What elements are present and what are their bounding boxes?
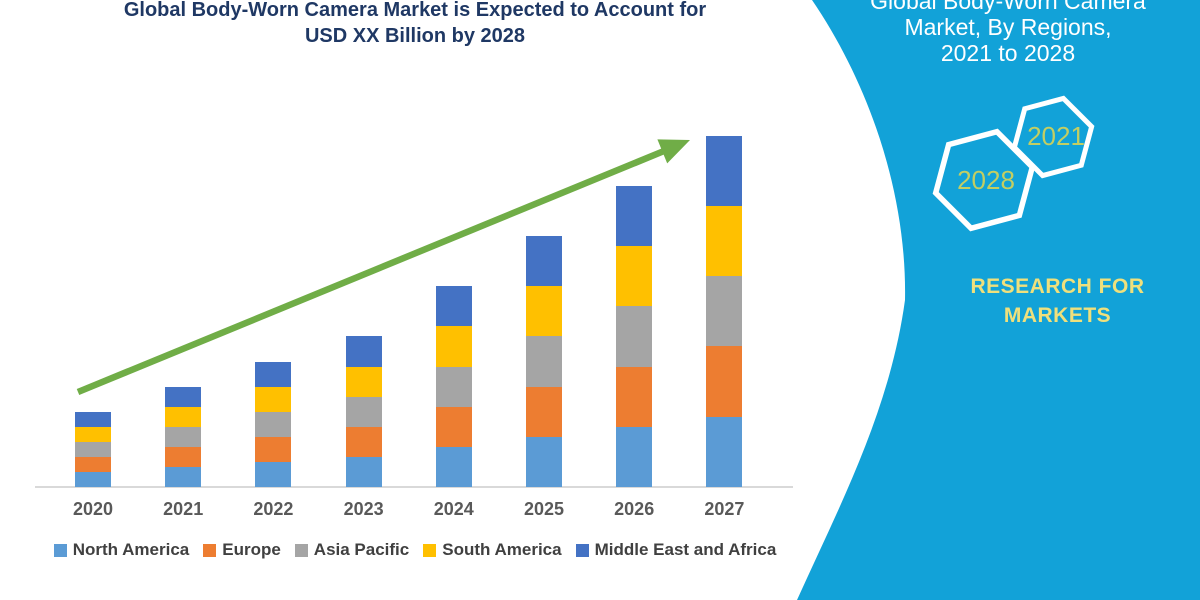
legend-label-asia-pacific: Asia Pacific xyxy=(313,540,410,559)
bar-2020 xyxy=(75,411,111,487)
legend-item-north-america: North America xyxy=(53,540,190,560)
bar-segment-south-america xyxy=(165,406,202,427)
bar-segment-asia-pacific xyxy=(75,441,111,457)
bar-segment-europe xyxy=(616,366,653,427)
legend-item-europe: Europe xyxy=(203,540,281,560)
bar-segment-europe xyxy=(706,346,743,417)
bar-segment-middle-east-and-africa xyxy=(165,386,202,407)
bar-segment-asia-pacific xyxy=(616,306,653,367)
chart-title-line1: Global Body-Worn Camera Market is Expect… xyxy=(123,0,707,21)
bar-segment-middle-east-and-africa xyxy=(526,236,562,287)
x-axis-label-2025: 2025 xyxy=(523,499,565,519)
bar-segment-north-america xyxy=(255,461,292,487)
chart-title-line2: USD XX Billion by 2028 xyxy=(304,25,526,47)
bar-segment-middle-east-and-africa xyxy=(345,336,382,367)
bar-segment-south-america xyxy=(75,426,111,442)
bar-segment-middle-east-and-africa xyxy=(435,286,472,327)
trend-arrow-head xyxy=(657,139,690,164)
legend-item-south-america: South America xyxy=(423,540,562,560)
brand-line1: RESEARCH FOR xyxy=(970,275,1145,298)
x-axis-label-2021: 2021 xyxy=(163,499,204,519)
legend-item-asia-pacific: Asia Pacific xyxy=(294,540,410,560)
bar-segment-europe xyxy=(165,446,202,467)
brand-text: RESEARCH FOR MARKETS xyxy=(945,272,1170,330)
chart-title: Global Body-Worn Camera Market is Expect… xyxy=(0,0,830,49)
legend-marker-middle-east-and-africa xyxy=(575,543,589,557)
x-axis-label-2026: 2026 xyxy=(614,499,655,519)
bar-segment-north-america xyxy=(75,471,111,487)
bar-2027 xyxy=(706,135,743,487)
bar-segment-asia-pacific xyxy=(345,396,382,427)
x-axis-label-2020: 2020 xyxy=(72,499,114,519)
legend-label-europe: Europe xyxy=(222,540,281,559)
bar-2024 xyxy=(435,286,472,487)
bar-segment-south-america xyxy=(616,246,653,307)
bar-segment-middle-east-and-africa xyxy=(616,185,653,247)
bar-segment-south-america xyxy=(706,205,743,277)
x-axis-label-2023: 2023 xyxy=(343,499,384,519)
bar-segment-europe xyxy=(255,436,292,462)
bar-2026 xyxy=(616,185,653,487)
hexagon-2028-label: 2028 xyxy=(957,165,1015,195)
sidebar-title-line3: 2021 to 2028 xyxy=(940,40,1076,66)
bar-segment-south-america xyxy=(435,326,472,367)
bar-2025 xyxy=(526,236,562,487)
bar-2021 xyxy=(165,386,202,487)
bar-2023 xyxy=(345,336,382,487)
bar-segment-south-america xyxy=(345,366,382,397)
bar-segment-europe xyxy=(345,426,382,457)
bar-segment-north-america xyxy=(526,436,562,487)
x-axis-label-2027: 2027 xyxy=(704,499,745,519)
bar-segment-north-america xyxy=(165,466,202,487)
bar-segment-middle-east-and-africa xyxy=(255,361,292,387)
bar-segment-asia-pacific xyxy=(526,336,562,387)
stacked-bar-chart: 2020 2021 2022 2023 2024 2025 2026 2027 xyxy=(35,135,793,519)
bar-segment-europe xyxy=(435,406,472,447)
bar-2022 xyxy=(255,361,292,487)
legend-marker-south-america xyxy=(423,543,437,557)
bar-segment-north-america xyxy=(706,416,743,487)
hexagon-2021-outline xyxy=(1011,95,1095,179)
bar-segment-south-america xyxy=(526,286,562,337)
hexagon-2028-outline xyxy=(932,128,1036,232)
bar-segment-europe xyxy=(75,456,111,472)
chart-legend: North America Europe Asia Pacific South Ame… xyxy=(0,540,830,560)
bar-segment-north-america xyxy=(616,426,653,487)
x-axis-label-2022: 2022 xyxy=(253,499,294,519)
bar-segment-asia-pacific xyxy=(255,411,292,437)
bar-segment-europe xyxy=(526,386,562,437)
legend-label-middle-east-and-africa: Middle East and Africa xyxy=(594,540,777,559)
bar-segment-asia-pacific xyxy=(165,426,202,447)
brand-line2: MARKETS xyxy=(1003,304,1112,327)
legend-label-south-america: South America xyxy=(442,540,562,559)
legend-label-north-america: North America xyxy=(72,540,190,559)
bar-segment-asia-pacific xyxy=(706,276,743,347)
sidebar-title-line2: Market, By Regions, xyxy=(904,14,1112,40)
x-axis-label-2024: 2024 xyxy=(433,499,474,519)
hexagon-2021-label: 2021 xyxy=(1027,121,1085,151)
bar-segment-north-america xyxy=(345,456,382,487)
bar-segment-middle-east-and-africa xyxy=(75,411,111,427)
bar-segment-asia-pacific xyxy=(435,366,472,407)
bar-segment-south-america xyxy=(255,386,292,412)
sidebar-title-line1: Global Body-Worn Camera xyxy=(870,0,1146,14)
legend-marker-asia-pacific xyxy=(294,543,308,557)
sidebar-title: Global Body-Worn Camera Market, By Regio… xyxy=(848,0,1168,66)
legend-marker-europe xyxy=(203,543,217,557)
legend-marker-north-america xyxy=(53,543,67,557)
legend-item-middle-east-and-africa: Middle East and Africa xyxy=(575,540,777,560)
bar-segment-north-america xyxy=(435,446,472,487)
x-axis-line xyxy=(35,486,793,488)
bar-segment-middle-east-and-africa xyxy=(706,135,743,206)
